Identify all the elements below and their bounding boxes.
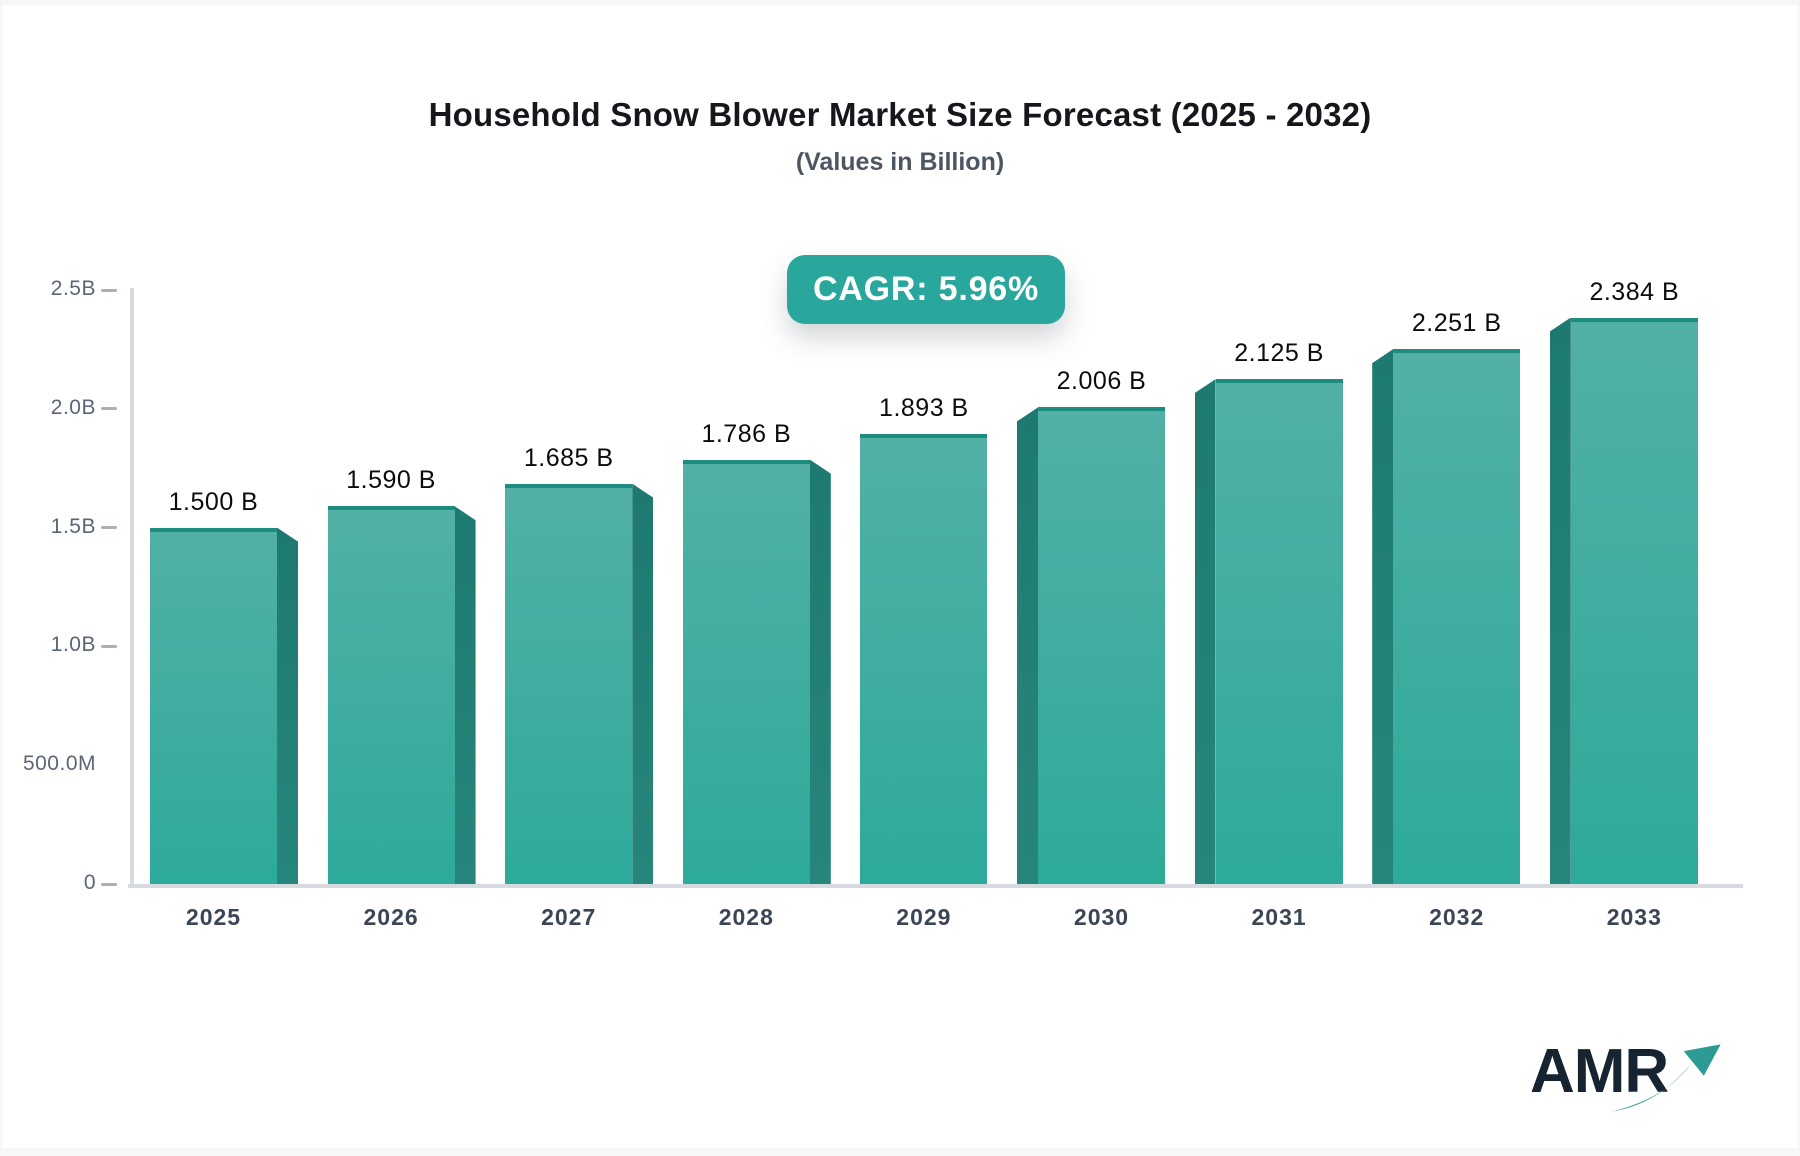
amr-logo-text: AMR <box>1530 1037 1669 1106</box>
bar-value-label-2033: 2.384 B <box>1589 277 1680 306</box>
growth-arrow-icon <box>1612 1044 1721 1112</box>
bar-2027 <box>505 483 633 884</box>
y-tick-1.0B <box>101 644 117 648</box>
bar-2026 <box>327 506 455 884</box>
bar-2031 <box>1215 379 1343 884</box>
x-axis-label-2033: 2033 <box>1606 904 1662 930</box>
bar-3d-side-2032 <box>1372 349 1394 884</box>
bar-2030 <box>1038 407 1165 884</box>
bar-3d-side-2033 <box>1549 317 1571 884</box>
chart-title: Household Snow Blower Market Size Foreca… <box>428 96 1372 133</box>
x-axis-label-2032: 2032 <box>1429 904 1485 930</box>
cagr-badge: CAGR: 5.96% <box>787 255 1065 324</box>
bar-value-label-2030: 2.006 B <box>1056 367 1147 396</box>
bar-3d-side-2028 <box>809 459 831 884</box>
x-axis-line <box>128 884 1743 888</box>
bar-2032 <box>1393 349 1521 884</box>
x-axis-label-2030: 2030 <box>1073 904 1130 930</box>
y-tick-label-0: 0 <box>83 871 96 894</box>
x-axis-label-2025: 2025 <box>185 904 242 930</box>
x-axis-label-2027: 2027 <box>541 904 597 930</box>
bar-2025 <box>150 527 277 884</box>
bar-value-label-2029: 1.893 B <box>879 394 969 423</box>
bar-value-label-2026: 1.590 B <box>346 466 436 495</box>
bar-3d-side-2027 <box>632 483 654 884</box>
y-tick-label-500.0M: 500.0M <box>22 752 96 776</box>
amr-logo: AMR <box>1530 1028 1721 1118</box>
bar-2029 <box>860 434 988 884</box>
bar-value-label-2025: 1.500 B <box>168 487 259 516</box>
chart-subtitle: (Values in Billion) <box>795 148 1005 176</box>
bar-value-label-2028: 1.786 B <box>701 419 792 448</box>
bar-3d-side-2031 <box>1194 379 1216 884</box>
bar-2028 <box>682 459 810 884</box>
y-tick-2.5B <box>101 288 117 292</box>
bar-value-label-2032: 2.251 B <box>1411 309 1502 338</box>
y-tick-label-2.0B: 2.0B <box>50 395 96 419</box>
y-tick-1.5B <box>101 526 117 530</box>
bar-3d-side-2025 <box>277 527 298 884</box>
y-tick-label-1.5B: 1.5B <box>50 514 96 538</box>
y-tick-label-1.0B: 1.0B <box>50 633 96 657</box>
bar-3d-side-2030 <box>1017 407 1038 884</box>
x-axis-label-2028: 2028 <box>718 904 774 930</box>
bar-2033 <box>1570 317 1698 884</box>
y-tick-label-2.5B: 2.5B <box>50 277 96 300</box>
bar-value-label-2027: 1.685 B <box>523 443 614 472</box>
x-axis-label-2026: 2026 <box>363 904 419 930</box>
y-tick-0 <box>101 882 117 886</box>
y-axis-line <box>130 288 134 888</box>
bar-value-label-2031: 2.125 B <box>1234 339 1324 368</box>
bar-3d-side-2026 <box>454 506 476 884</box>
x-axis-label-2029: 2029 <box>896 904 952 930</box>
y-tick-2.0B <box>101 407 117 411</box>
x-axis-label-2031: 2031 <box>1251 904 1307 930</box>
